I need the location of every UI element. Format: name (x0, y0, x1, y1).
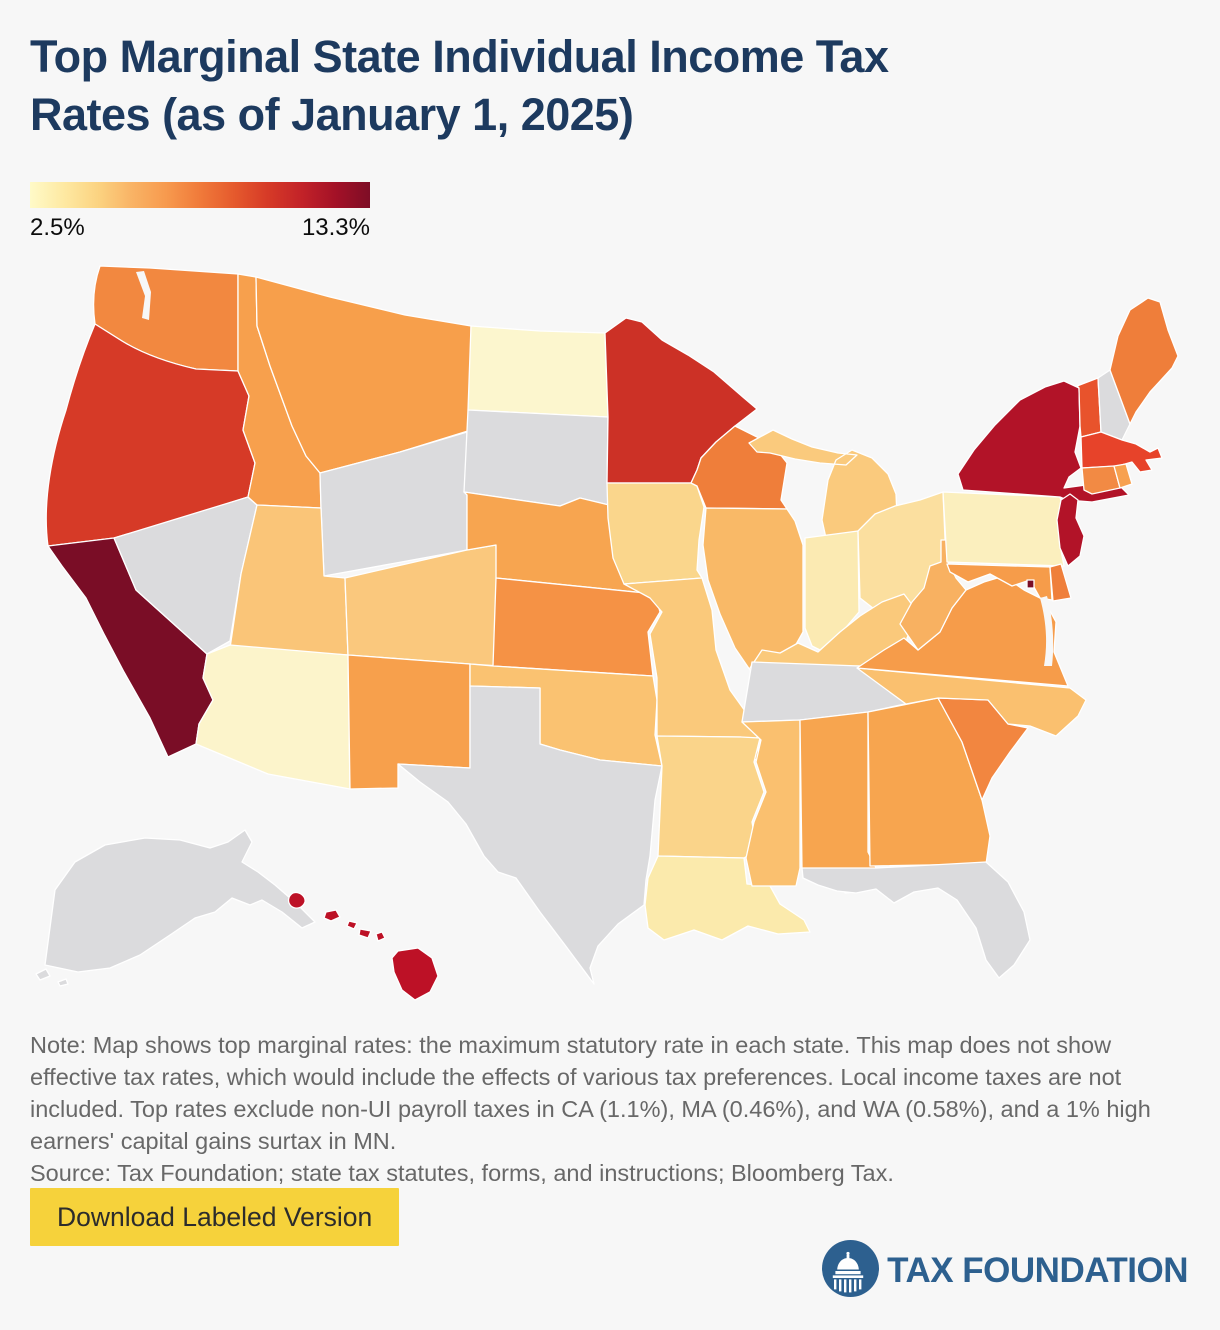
state-hi[interactable]: Hawaii (287, 891, 439, 1001)
state-ia[interactable]: Iowa (606, 482, 705, 585)
download-labeled-version-button[interactable]: Download Labeled Version (30, 1188, 400, 1246)
page-title: Top Marginal State Individual Income Tax… (30, 28, 1090, 144)
state-tx[interactable]: Texas (397, 685, 663, 985)
state-or[interactable]: Oregon (45, 323, 256, 547)
state-de[interactable]: Delaware (1049, 563, 1072, 602)
state-nh[interactable]: New Hampshire (1097, 369, 1131, 441)
state-ks[interactable]: Kansas (492, 577, 661, 677)
state-nc[interactable]: North Carolina (856, 667, 1087, 737)
legend-min-label: 2.5% (30, 214, 85, 241)
map-source: Source: Tax Foundation; state tax statut… (30, 1159, 894, 1186)
state-pa[interactable]: Pennsylvania (942, 491, 1067, 567)
legend: 2.5% 13.3% (30, 182, 370, 242)
legend-gradient-bar (30, 182, 370, 208)
chesapeake-bay-water (1040, 596, 1054, 666)
state-vt[interactable]: Vermont (1076, 377, 1102, 438)
capitol-dome-icon (822, 1240, 880, 1302)
state-nd[interactable]: North Dakota (467, 325, 609, 418)
state-ak[interactable]: Alaska (35, 829, 316, 987)
state-ct[interactable]: Connecticut (1081, 465, 1121, 495)
state-fl[interactable]: Florida (801, 861, 1031, 979)
state-me[interactable]: Maine (1109, 297, 1179, 425)
map-note: Note: Map shows top marginal rates: the … (30, 1032, 1151, 1154)
state-nj[interactable]: New Jersey (1056, 493, 1085, 567)
legend-max-label: 13.3% (301, 214, 370, 241)
page-title-line-2: Rates (as of January 1, 2025) (30, 89, 634, 141)
page-title-line-1: Top Marginal State Individual Income Tax (30, 31, 889, 82)
legend-labels: 2.5% 13.3% (30, 214, 370, 242)
state-dc[interactable]: District of Columbia (1026, 579, 1035, 589)
state-al[interactable]: Alabama (799, 711, 878, 894)
state-sd[interactable]: South Dakota (463, 409, 610, 507)
logo-text: TAX FOUNDATION (887, 1251, 1188, 1290)
state-ri[interactable]: Rhode Island (1113, 463, 1133, 489)
map-notes-block: Note: Map shows top marginal rates: the … (30, 1030, 1198, 1190)
state-az[interactable]: Arizona (195, 644, 351, 790)
state-ar[interactable]: Arkansas (656, 735, 765, 859)
puget-sound-water (136, 271, 151, 320)
state-ny[interactable]: New York (957, 380, 1130, 503)
state-ms[interactable]: Mississippi (741, 719, 801, 887)
tax-foundation-logo[interactable]: TAX FOUNDATION (822, 1240, 1188, 1302)
